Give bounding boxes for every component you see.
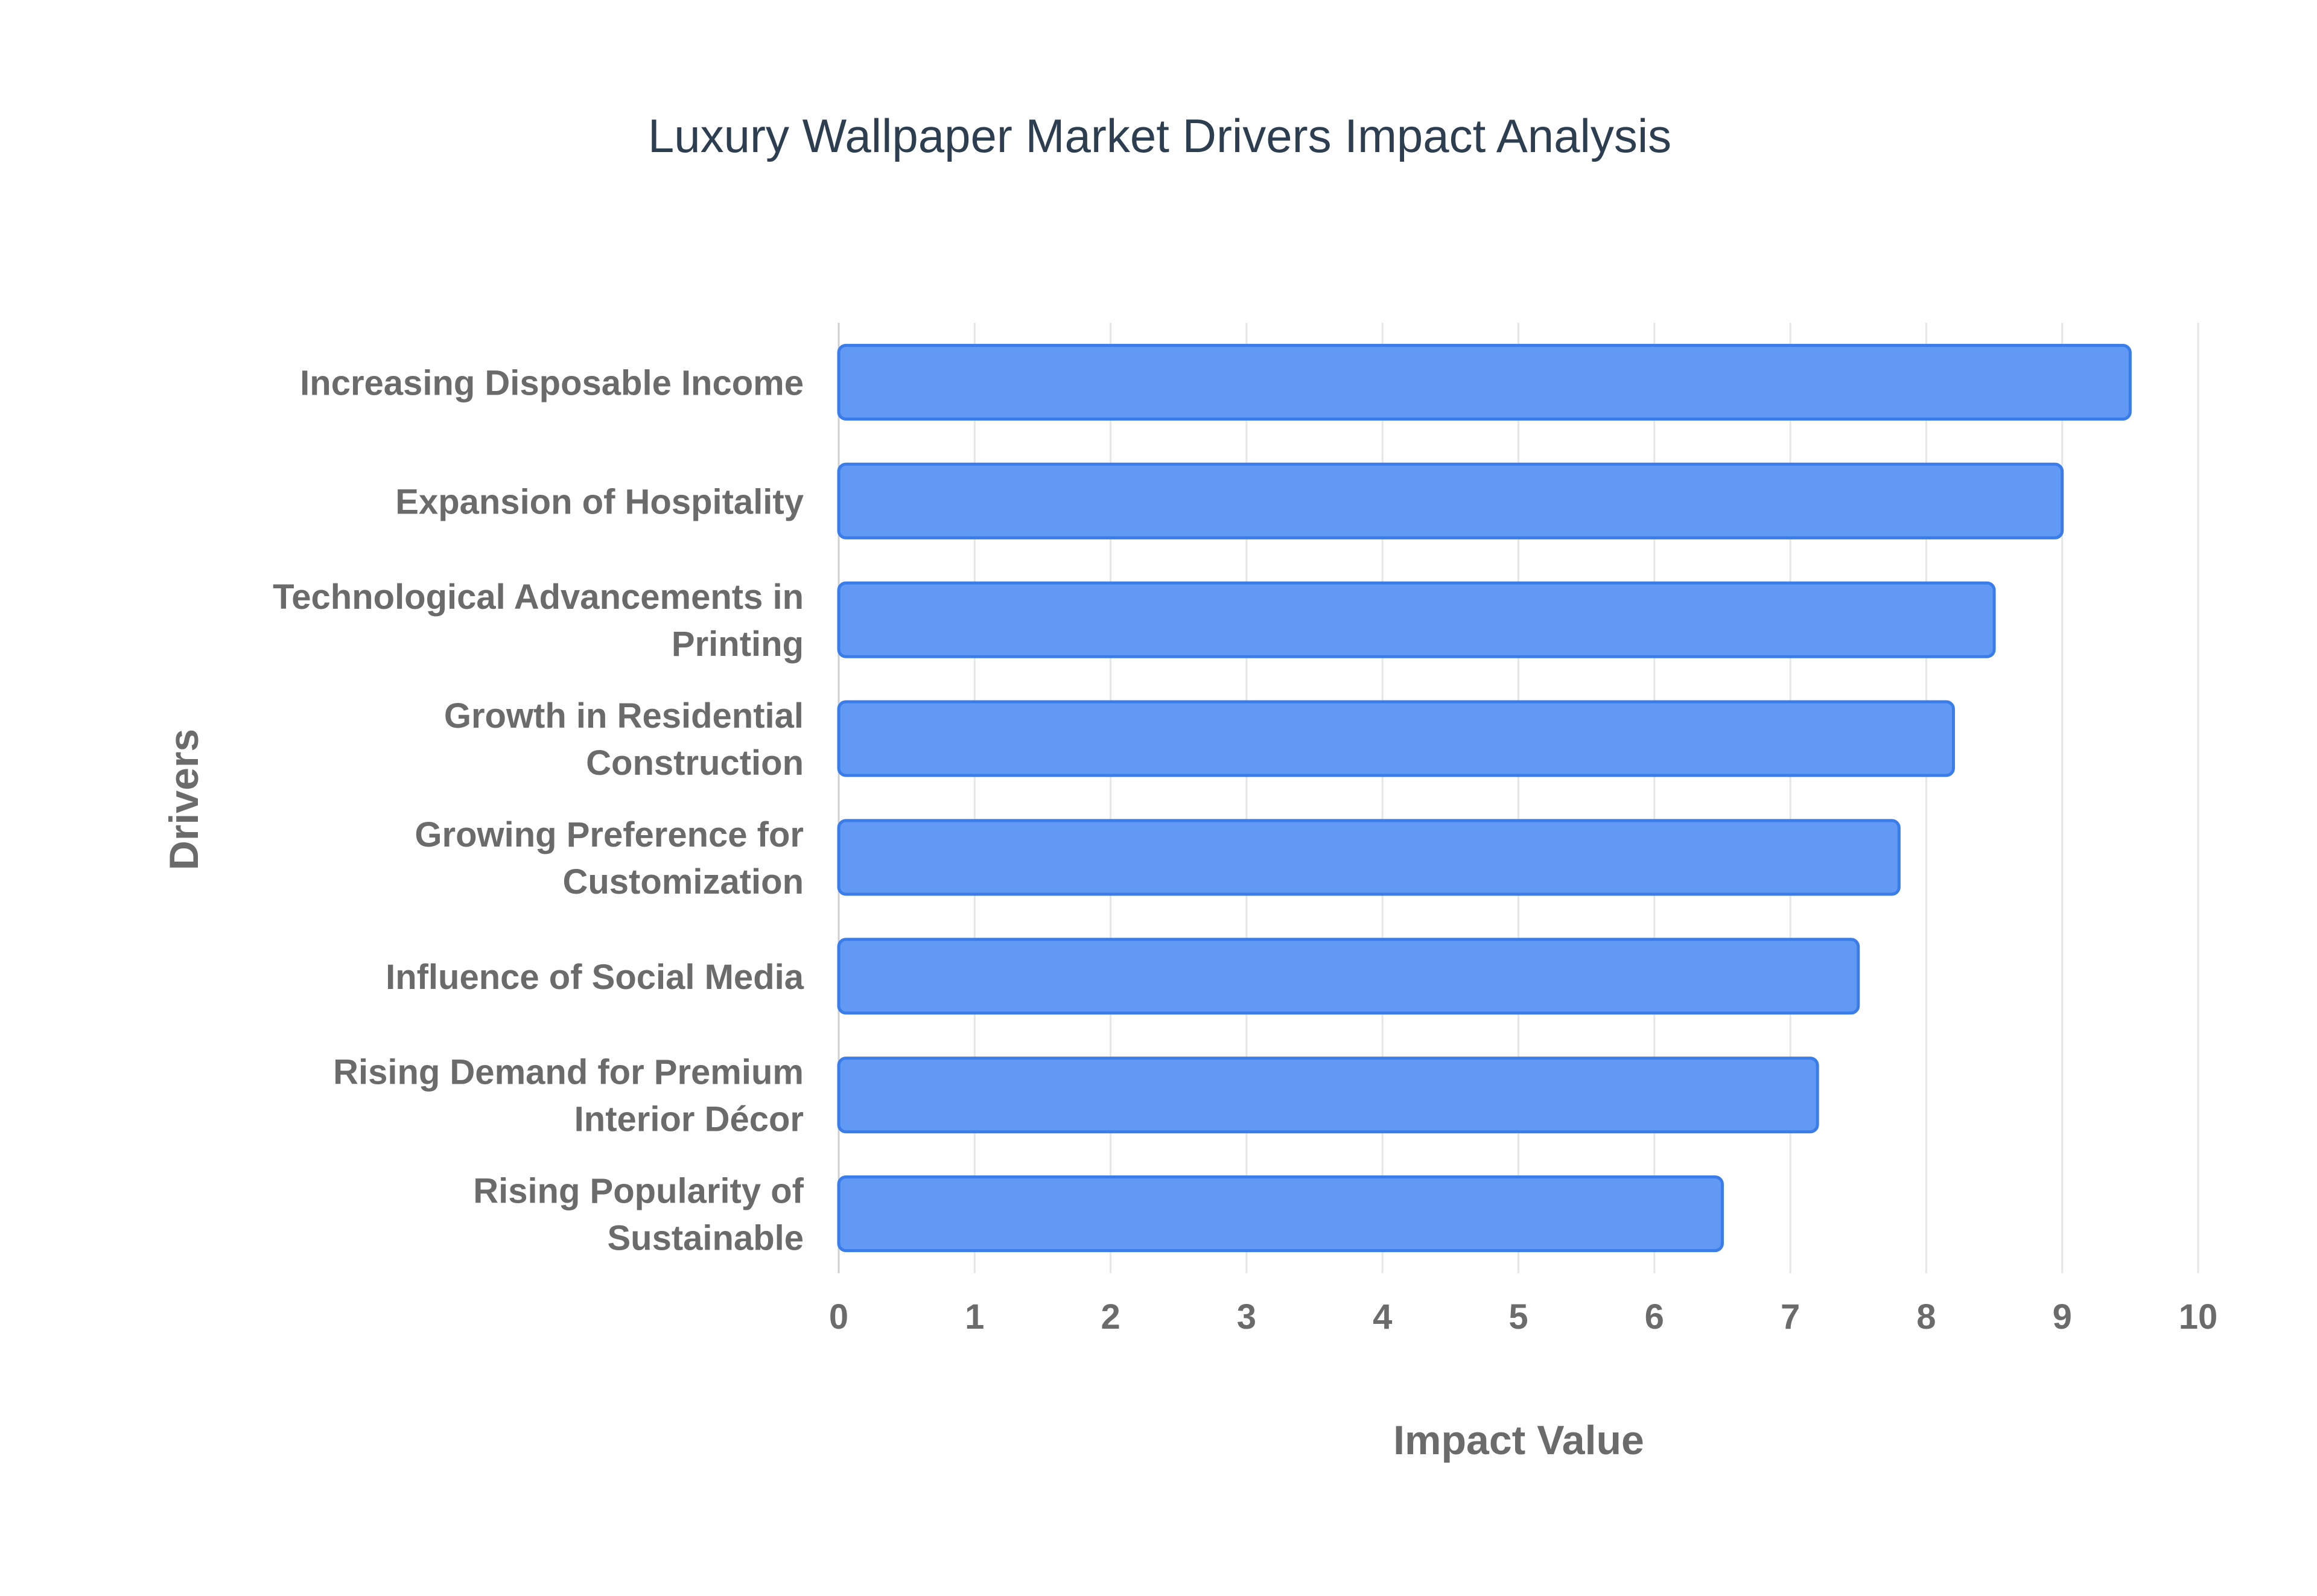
- bar: [837, 819, 1901, 896]
- x-tick-label: 7: [1781, 1297, 1800, 1337]
- y-tick-label-line: Customization: [562, 862, 804, 901]
- y-tick-label-line: Growth in Residential: [444, 696, 804, 736]
- y-tick-label-line: Rising Demand for Premium: [333, 1053, 804, 1092]
- y-tick-label-line: Sustainable: [607, 1219, 804, 1258]
- bar: [837, 343, 2132, 421]
- y-tick-label: Expansion of Hospitality: [395, 482, 804, 521]
- x-axis-tick-labels: 0 1 2 3 4 5 6 7 8 9 10: [829, 1297, 2217, 1337]
- y-tick-label: Rising Demand for Premium Interior Décor: [333, 1053, 804, 1139]
- y-tick-label-line: Growing Preference for: [415, 815, 804, 854]
- y-tick-label: Growing Preference for Customization: [415, 815, 804, 901]
- y-tick-label-line: Construction: [586, 743, 804, 783]
- y-axis-tick-labels: Increasing Disposable Income Expansion of…: [273, 363, 804, 1257]
- x-tick-label: 5: [1508, 1297, 1528, 1337]
- bar: [837, 1175, 1724, 1253]
- x-axis-title: Impact Value: [1393, 1417, 1644, 1463]
- y-tick-label-line: Interior Décor: [574, 1100, 804, 1139]
- y-tick-label-line: Printing: [672, 625, 804, 664]
- bars: [837, 343, 2132, 1253]
- bar: [837, 581, 1996, 658]
- x-tick-label: 8: [1916, 1297, 1936, 1337]
- bar: [837, 700, 1955, 777]
- y-tick-label-line: Influence of Social Media: [386, 958, 804, 997]
- y-tick-label-line: Expansion of Hospitality: [395, 482, 804, 521]
- x-tick-label: 10: [2179, 1297, 2218, 1337]
- x-tick-label: 6: [1645, 1297, 1664, 1337]
- x-tick-label: 9: [2053, 1297, 2072, 1337]
- y-tick-label: Influence of Social Media: [386, 958, 804, 997]
- y-tick-label: Rising Popularity of Sustainable: [473, 1172, 804, 1258]
- x-tick-label: 3: [1237, 1297, 1256, 1337]
- x-tick-label: 4: [1373, 1297, 1392, 1337]
- chart-title: Luxury Wallpaper Market Drivers Impact A…: [648, 109, 1671, 162]
- y-tick-label-line: Technological Advancements in: [273, 577, 804, 617]
- bar: [837, 462, 2064, 539]
- x-tick-label: 1: [965, 1297, 984, 1337]
- bar: [837, 938, 1860, 1015]
- x-tick-label: 2: [1101, 1297, 1120, 1337]
- bar: [837, 1057, 1819, 1134]
- x-tick-label: 0: [829, 1297, 848, 1337]
- y-tick-label-line: Rising Popularity of: [473, 1172, 804, 1211]
- y-tick-label-line: Increasing Disposable Income: [300, 363, 804, 402]
- y-tick-label: Growth in Residential Construction: [444, 696, 804, 783]
- y-axis-title: Drivers: [161, 729, 207, 870]
- y-tick-label: Increasing Disposable Income: [300, 363, 804, 402]
- y-tick-label: Technological Advancements in Printing: [273, 577, 804, 664]
